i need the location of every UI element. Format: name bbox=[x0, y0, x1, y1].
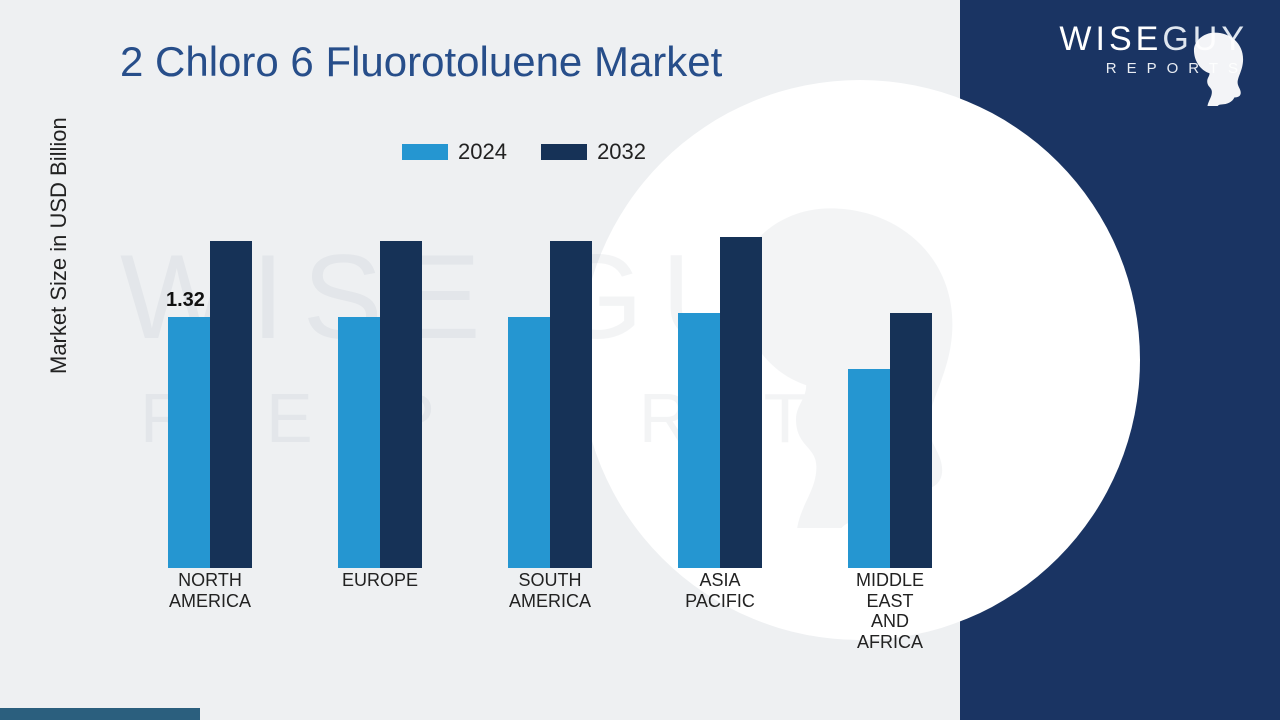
legend-label-2024: 2024 bbox=[458, 139, 507, 164]
plot-region bbox=[140, 188, 960, 568]
bar bbox=[720, 237, 762, 568]
bar bbox=[168, 317, 210, 568]
bar bbox=[380, 241, 422, 568]
legend-label-2032: 2032 bbox=[597, 139, 646, 164]
x-tick-label: MIDDLEEASTANDAFRICA bbox=[820, 570, 960, 653]
x-tick-label: NORTHAMERICA bbox=[140, 570, 280, 611]
brand-word-wise: WISE bbox=[1059, 20, 1162, 58]
chart-title: 2 Chloro 6 Fluorotoluene Market bbox=[120, 38, 722, 86]
page: WISEGUY REPORTS WISE GUY R E P O R T S 2… bbox=[0, 0, 1280, 720]
bar bbox=[508, 317, 550, 568]
brand-head-icon bbox=[1176, 28, 1254, 106]
chart-area: Market Size in USD Billion 2024 2032 NOR… bbox=[60, 138, 960, 638]
bar bbox=[848, 369, 890, 569]
x-tick-label: SOUTHAMERICA bbox=[480, 570, 620, 611]
legend-swatch-2024 bbox=[402, 144, 448, 160]
footer-accent-bar bbox=[0, 708, 200, 720]
bar bbox=[678, 313, 720, 568]
bar bbox=[210, 241, 252, 568]
bar bbox=[338, 317, 380, 568]
bar-value-label: 1.32 bbox=[166, 289, 205, 312]
bar bbox=[550, 241, 592, 568]
brand-logo: WISEGUY REPORTS bbox=[1059, 22, 1248, 77]
legend: 2024 2032 bbox=[60, 138, 960, 165]
legend-swatch-2032 bbox=[541, 144, 587, 160]
bar bbox=[890, 313, 932, 568]
x-tick-label: ASIAPACIFIC bbox=[650, 570, 790, 611]
x-tick-label: EUROPE bbox=[310, 570, 450, 591]
